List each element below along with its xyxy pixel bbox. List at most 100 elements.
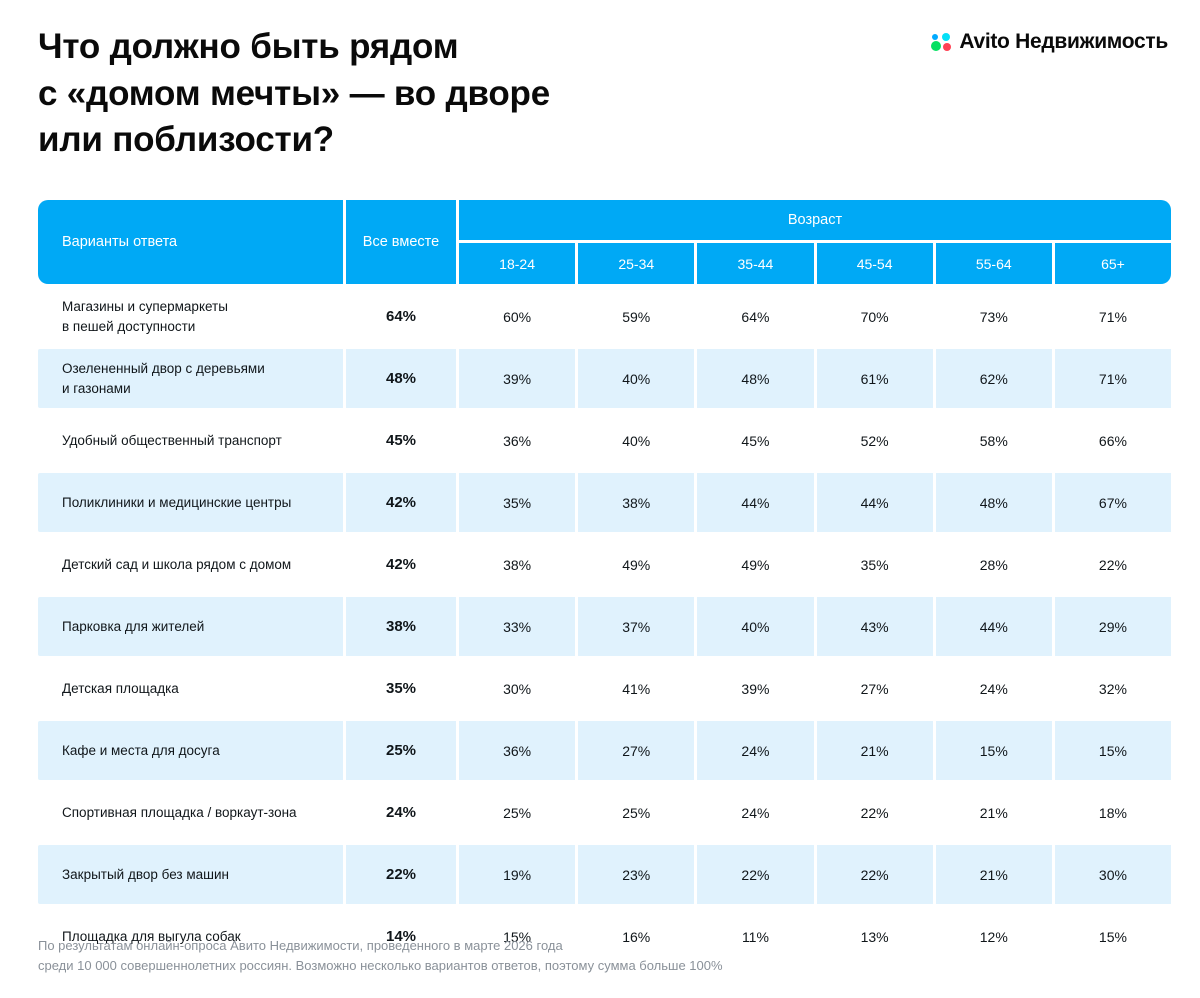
row-label: Спортивная площадка / воркаут-зона [62, 804, 297, 820]
cell-age-65plus: 22% [1098, 556, 1127, 573]
cell-age-35-44: 11% [741, 928, 769, 945]
row-age-values: 39% 40% 48% 61% 62% 71% [459, 349, 1172, 408]
cell-age-65plus: 30% [1054, 845, 1172, 904]
cell-age-35-44: 24% [741, 804, 770, 821]
cell-age-45-54: 22% [816, 845, 933, 904]
row-age-values: 38% 49% 49% 35% 28% 22% [459, 535, 1171, 594]
column-header-age-55-64: 55-64 [935, 243, 1052, 284]
column-header-age-65plus: 65+ [1054, 243, 1172, 284]
brand-name: Avito Недвижимость [959, 30, 1168, 53]
cell-age-55-64: 12% [979, 928, 1008, 945]
row-age-values: 36% 40% 45% 52% 58% 66% [459, 411, 1171, 470]
cell-age-55-64: 58% [979, 432, 1008, 449]
cell-age-18-24: 38% [503, 556, 532, 573]
cell-age-65plus: 71% [1098, 308, 1127, 325]
table-row: Парковка для жителей 38% 33% 37% 40% 43%… [38, 597, 1172, 656]
cell-age-18-24: 35% [459, 473, 576, 532]
page-title: Что должно быть рядом с «домом мечты» — … [38, 27, 550, 160]
column-header-all: Все вместе [346, 200, 456, 284]
cell-age-55-64: 73% [979, 308, 1008, 325]
table-row: Озелененный двор с деревьями и газонами … [38, 349, 1172, 408]
row-age-values: 33% 37% 40% 43% 44% 29% [459, 597, 1172, 656]
table-row: Детская площадка 35% 30% 41% 39% 27% 24%… [38, 659, 1171, 718]
cell-age-65plus: 15% [1054, 721, 1172, 780]
cell-age-35-44: 39% [741, 680, 770, 697]
table-row: Детский сад и школа рядом с домом 42% 38… [38, 535, 1171, 594]
cell-age-18-24: 36% [503, 432, 532, 449]
cell-age-35-44: 49% [741, 556, 770, 573]
row-age-values: 19% 23% 22% 22% 21% 30% [459, 845, 1172, 904]
cell-age-25-34: 16% [622, 928, 651, 945]
row-label: Детская площадка [62, 680, 179, 696]
cell-age-18-24: 39% [459, 349, 576, 408]
cell-age-35-44: 24% [697, 721, 814, 780]
cell-age-35-44: 48% [697, 349, 814, 408]
cell-age-45-54: 22% [860, 804, 889, 821]
cell-age-45-54: 52% [860, 432, 889, 449]
row-value-all: 64% [385, 308, 417, 325]
cell-age-25-34: 41% [622, 680, 651, 697]
cell-age-55-64: 21% [935, 845, 1052, 904]
row-value-all: 45% [385, 432, 417, 449]
cell-age-25-34: 40% [622, 432, 651, 449]
row-label: Площадка для выгула собак [62, 928, 241, 944]
age-header-group: Возраст 18-24 25-34 35-44 45-54 55-64 65… [459, 200, 1172, 284]
cell-age-65plus: 67% [1054, 473, 1172, 532]
cell-age-45-54: 44% [816, 473, 933, 532]
cell-age-35-44: 44% [697, 473, 814, 532]
row-label: Закрытый двор без машин [38, 845, 343, 904]
column-header-age-group: Возраст [459, 200, 1171, 240]
row-age-values: 60% 59% 64% 70% 73% 71% [459, 287, 1171, 346]
row-label: Удобный общественный транспорт [62, 432, 282, 448]
row-label: Парковка для жителей [38, 597, 343, 656]
cell-age-45-54: 27% [860, 680, 889, 697]
cell-age-45-54: 70% [860, 308, 889, 325]
cell-age-65plus: 66% [1098, 432, 1127, 449]
row-age-values: 25% 25% 24% 22% 21% 18% [459, 783, 1171, 842]
cell-age-65plus: 29% [1054, 597, 1172, 656]
cell-age-25-34: 23% [578, 845, 695, 904]
cell-age-65plus: 71% [1054, 349, 1172, 408]
cell-age-18-24: 36% [459, 721, 576, 780]
row-value-all: 35% [385, 680, 417, 697]
cell-age-55-64: 48% [935, 473, 1052, 532]
row-label: Поликлиники и медицинские центры [38, 473, 343, 532]
cell-age-25-34: 40% [578, 349, 695, 408]
avito-brand-logo: Avito Недвижимость [931, 30, 1168, 54]
column-header-age-45-54: 45-54 [816, 243, 933, 284]
cell-age-35-44: 22% [697, 845, 814, 904]
column-header-age-25-34: 25-34 [578, 243, 695, 284]
cell-age-45-54: 61% [816, 349, 933, 408]
table-row: Спортивная площадка / воркаут-зона 24% 2… [38, 783, 1171, 842]
row-label: Магазины и супермаркеты в пешей доступно… [62, 299, 228, 334]
column-header-age-35-44: 35-44 [697, 243, 814, 284]
cell-age-18-24: 60% [503, 308, 532, 325]
cell-age-18-24: 25% [503, 804, 532, 821]
column-header-age-18-24: 18-24 [459, 243, 576, 284]
cell-age-65plus: 18% [1098, 804, 1127, 821]
cell-age-25-34: 38% [578, 473, 695, 532]
cell-age-45-54: 13% [860, 928, 889, 945]
cell-age-65plus: 32% [1098, 680, 1127, 697]
table-row: Удобный общественный транспорт 45% 36% 4… [38, 411, 1171, 470]
row-value-all: 14% [385, 928, 417, 945]
cell-age-55-64: 28% [979, 556, 1008, 573]
row-age-values: 15% 16% 11% 13% 12% 15% [459, 907, 1171, 966]
row-age-values: 36% 27% 24% 21% 15% 15% [459, 721, 1172, 780]
row-label: Озелененный двор с деревьями и газонами [38, 349, 343, 408]
cell-age-35-44: 64% [741, 308, 770, 325]
cell-age-55-64: 44% [935, 597, 1052, 656]
cell-age-18-24: 19% [459, 845, 576, 904]
table-row: Закрытый двор без машин 22% 19% 23% 22% … [38, 845, 1172, 904]
row-label: Детский сад и школа рядом с домом [62, 556, 292, 572]
row-age-values: 30% 41% 39% 27% 24% 32% [459, 659, 1171, 718]
cell-age-55-64: 21% [979, 804, 1008, 821]
column-header-answers: Варианты ответа [38, 200, 343, 284]
cell-age-25-34: 25% [622, 804, 651, 821]
table-row: Поликлиники и медицинские центры 42% 35%… [38, 473, 1172, 532]
row-value-all: 24% [385, 804, 417, 821]
cell-age-25-34: 27% [578, 721, 695, 780]
survey-table: Варианты ответа Все вместе Возраст 18-24… [38, 200, 1172, 969]
footer-note: По результатам онлайн-опроса Авито Недви… [38, 938, 723, 974]
